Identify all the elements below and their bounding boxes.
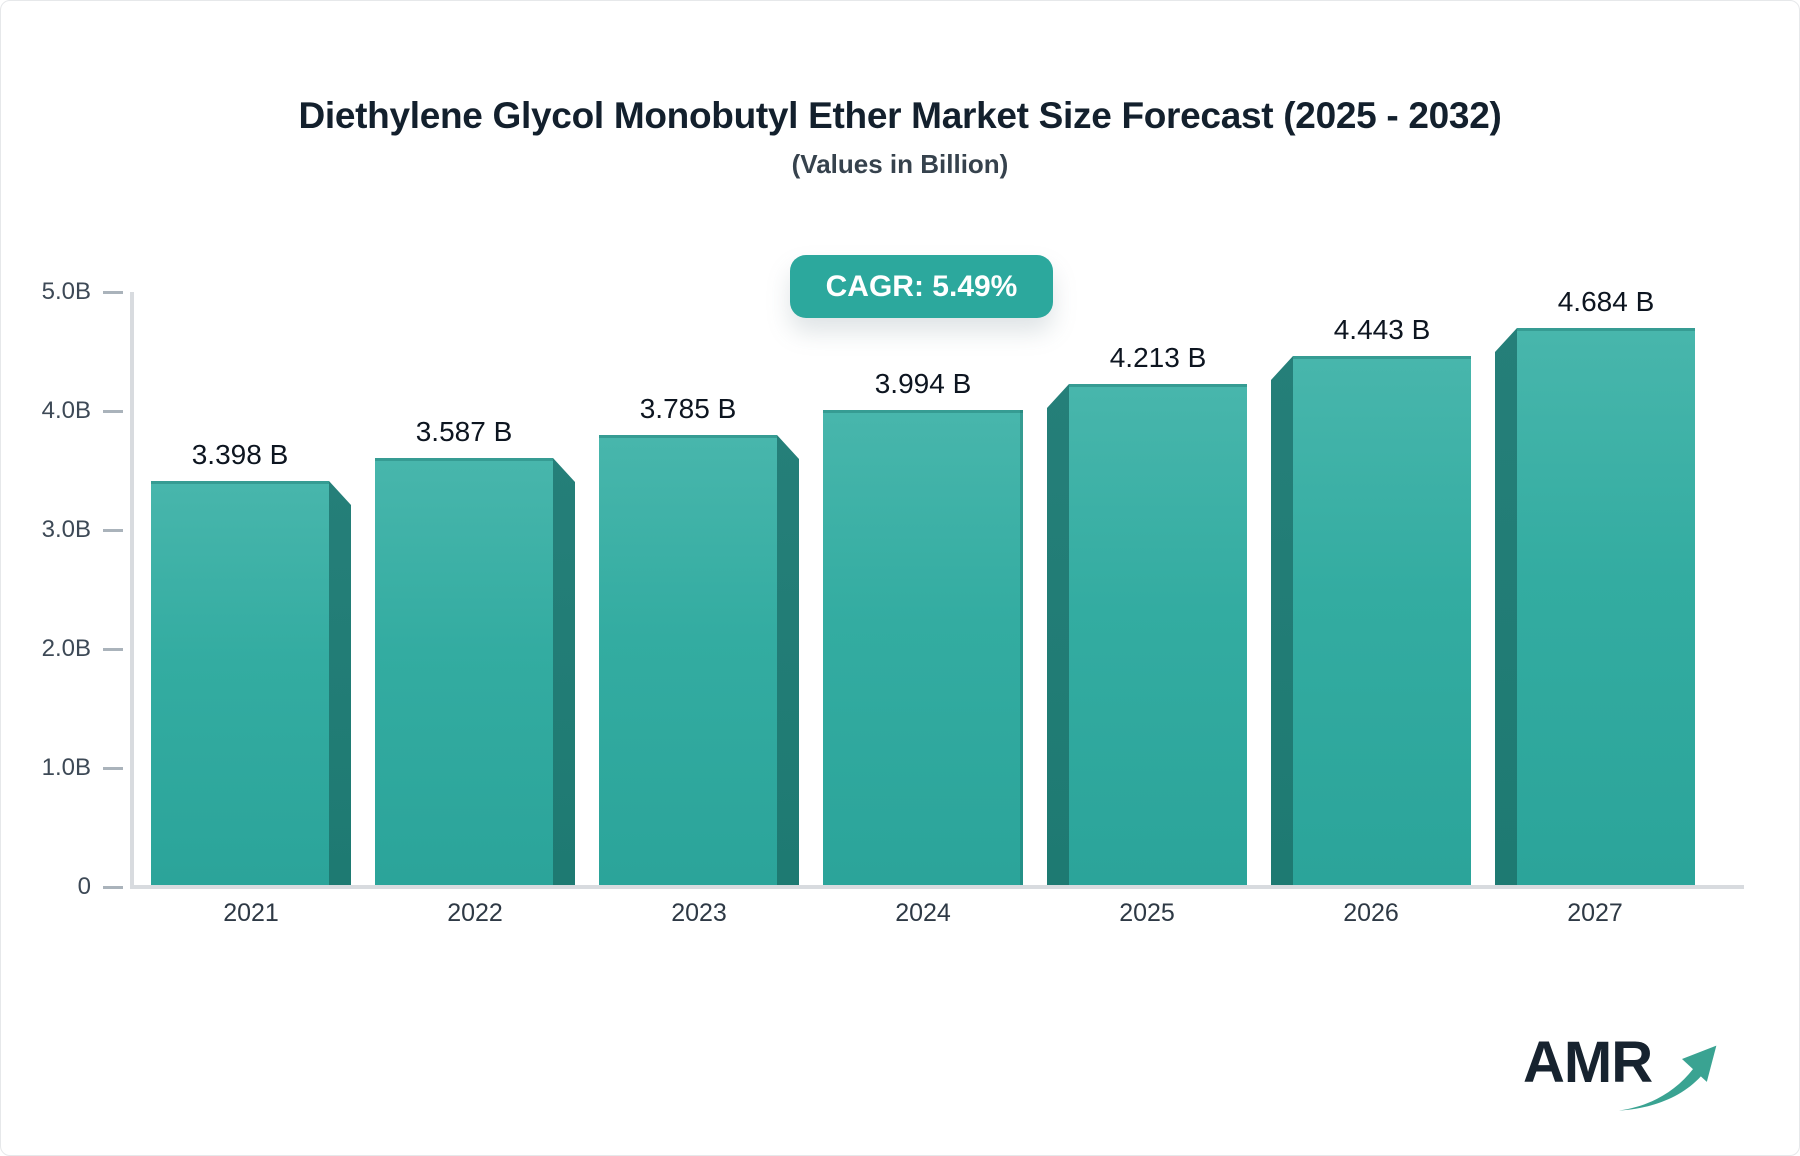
bar-value-label: 3.994 B (874, 368, 972, 399)
bar-2024 (823, 410, 1023, 885)
y-tick-label: 2.0B (41, 635, 91, 662)
bar-face (1293, 356, 1471, 885)
y-tick-label: 0 (77, 873, 91, 900)
bar-side-face (777, 435, 799, 885)
x-axis-label: 2021 (223, 899, 279, 927)
bar-2027 (1495, 328, 1695, 885)
bar-face (823, 410, 1023, 885)
y-axis-line (130, 292, 134, 887)
x-axis-label: 2023 (671, 899, 727, 927)
bar-face (151, 481, 329, 885)
bar-value-label: 4.443 B (1333, 314, 1431, 345)
bar-face (375, 458, 553, 885)
bar-value-label: 4.213 B (1109, 342, 1207, 373)
bar-value-label: 3.398 B (191, 439, 289, 470)
x-axis-label: 2024 (895, 899, 951, 927)
x-axis-label: 2022 (447, 899, 503, 927)
bar-side-face (1047, 384, 1069, 885)
x-axis-label: 2026 (1343, 899, 1399, 927)
bar-2026 (1271, 356, 1471, 885)
bar-face (1517, 328, 1695, 885)
y-tick-label: 4.0B (41, 397, 91, 424)
y-tick-mark (103, 529, 123, 532)
bar-face (1069, 384, 1247, 885)
page-title: Diethylene Glycol Monobutyl Ether Market… (298, 95, 1502, 136)
y-tick-mark (103, 767, 123, 770)
x-axis-line (130, 885, 1744, 889)
x-axis-label: 2027 (1567, 899, 1623, 927)
bar-2025 (1047, 384, 1247, 885)
y-tick-mark (103, 648, 123, 651)
bar-value-label: 3.785 B (639, 393, 737, 424)
x-axis-label: 2025 (1119, 899, 1175, 927)
bar-2022 (375, 458, 575, 885)
cagr-badge: CAGR: 5.49% (790, 255, 1053, 318)
bar-value-label: 3.587 B (415, 416, 513, 447)
brand-logo: AMR (1523, 1029, 1733, 1119)
bar-2023 (599, 435, 799, 885)
bar-side-face (553, 458, 575, 885)
bar-face (599, 435, 777, 885)
bar-2021 (151, 481, 351, 885)
trend-arrow-icon (1619, 1045, 1717, 1111)
bar-side-face (1271, 356, 1293, 885)
bar-value-label: 4.684 B (1557, 286, 1655, 317)
y-tick-mark (103, 886, 123, 889)
y-tick-mark (103, 291, 123, 294)
logo-text: AMR (1523, 1030, 1653, 1095)
bar-side-face (1495, 328, 1517, 885)
y-tick-label: 3.0B (41, 516, 91, 543)
bar-side-face (329, 481, 351, 885)
y-tick-label: 5.0B (41, 278, 91, 305)
page-subtitle: (Values in Billion) (791, 149, 1009, 179)
y-tick-label: 1.0B (41, 754, 91, 781)
y-tick-mark (103, 410, 123, 413)
